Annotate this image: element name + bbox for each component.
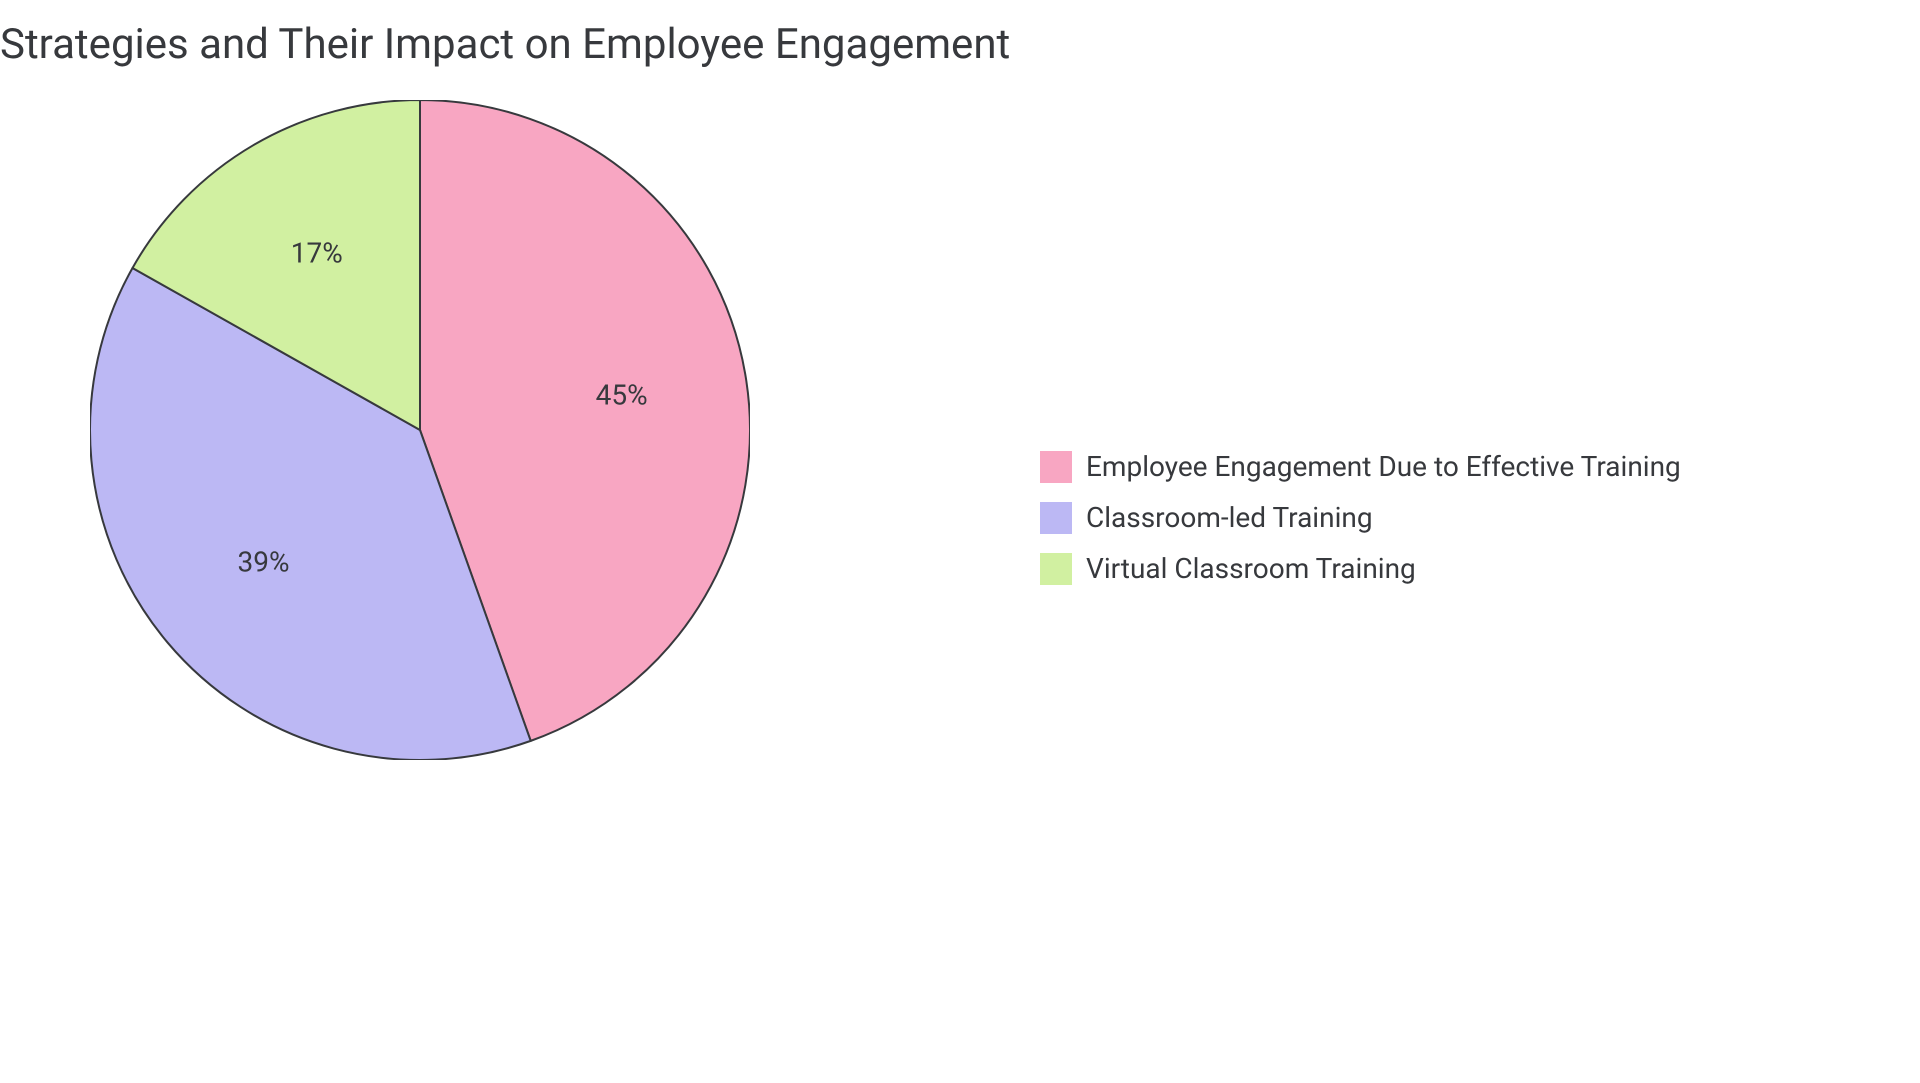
pie-slice-label-2: 17% (291, 237, 343, 270)
legend-item-1: Classroom-led Training (1040, 501, 1681, 534)
legend-swatch-1 (1040, 502, 1072, 534)
legend-item-2: Virtual Classroom Training (1040, 552, 1681, 585)
legend-item-0: Employee Engagement Due to Effective Tra… (1040, 450, 1681, 483)
legend-swatch-0 (1040, 451, 1072, 483)
pie-chart: 45% 39% 17% (90, 100, 750, 760)
legend-label-2: Virtual Classroom Training (1086, 552, 1416, 585)
legend-label-1: Classroom-led Training (1086, 501, 1373, 534)
pie-slice-label-1: 39% (237, 545, 289, 578)
legend-label-0: Employee Engagement Due to Effective Tra… (1086, 450, 1681, 483)
legend: Employee Engagement Due to Effective Tra… (1040, 450, 1681, 585)
chart-title: Strategies and Their Impact on Employee … (0, 20, 1010, 69)
pie-slice-label-0: 45% (596, 379, 648, 412)
chart-container: Strategies and Their Impact on Employee … (0, 0, 1920, 1083)
legend-swatch-2 (1040, 553, 1072, 585)
pie-svg (90, 100, 750, 760)
